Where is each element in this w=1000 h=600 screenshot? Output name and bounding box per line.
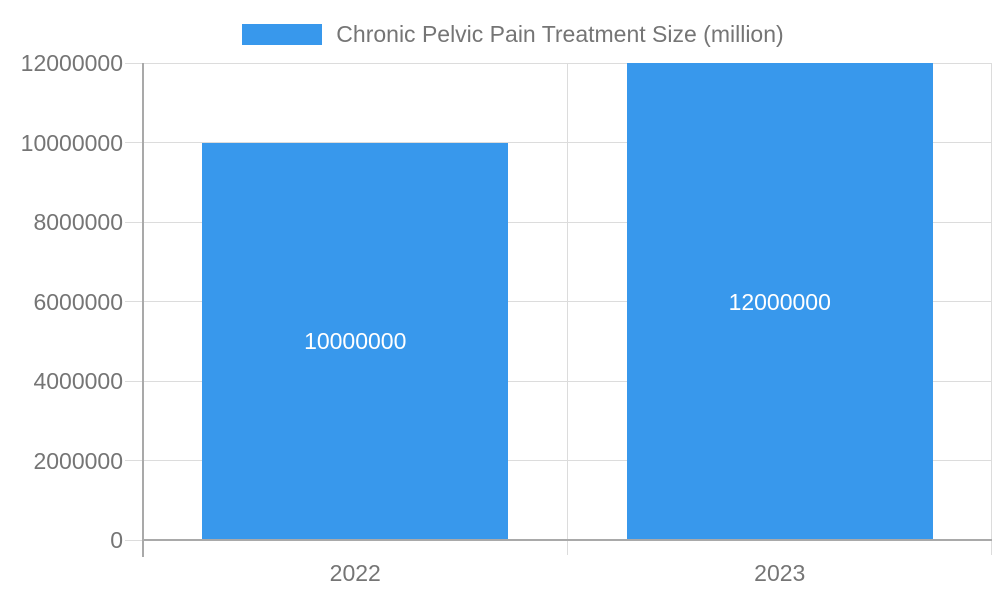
bar-value-label: 12000000 — [728, 288, 831, 315]
y-gridline — [125, 62, 992, 64]
legend-swatch — [242, 23, 323, 45]
y-tick-label: 12000000 — [20, 50, 123, 76]
bar-2022[interactable]: 10000000 — [202, 142, 509, 540]
x-tick-label: 2022 — [329, 560, 381, 586]
x-tick-label: 2023 — [754, 560, 806, 586]
y-axis-line — [142, 63, 144, 557]
legend-label: Chronic Pelvic Pain Treatment Size (mill… — [336, 21, 784, 47]
bar-2023[interactable]: 12000000 — [626, 63, 933, 540]
y-gridline — [125, 380, 992, 382]
y-tick-label: 2000000 — [33, 447, 123, 474]
y-tick-mark — [125, 539, 143, 541]
y-gridline — [125, 221, 992, 223]
legend: Chronic Pelvic Pain Treatment Size (mill… — [0, 21, 1000, 47]
y-gridline — [125, 460, 992, 461]
y-tick-label: 0 — [110, 527, 123, 553]
bar-value-label: 10000000 — [304, 328, 407, 355]
y-tick-label: 10000000 — [20, 129, 123, 156]
y-tick-label: 6000000 — [33, 288, 123, 315]
x-axis-baseline — [143, 539, 992, 541]
plot-right-border — [991, 63, 992, 555]
y-tick-label: 8000000 — [33, 209, 123, 235]
x-divider-line — [567, 63, 568, 555]
y-gridline — [125, 301, 992, 302]
y-gridline — [125, 142, 992, 143]
y-tick-label: 4000000 — [33, 368, 123, 394]
